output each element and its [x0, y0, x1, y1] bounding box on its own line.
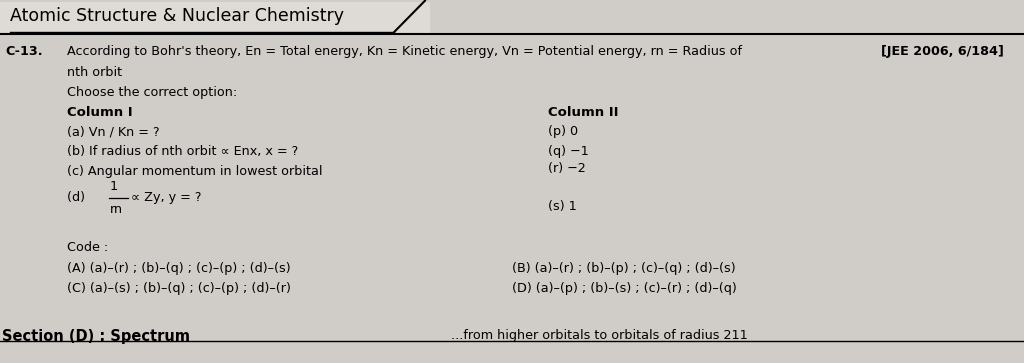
- Text: (C) (a)–(s) ; (b)–(q) ; (c)–(p) ; (d)–(r): (C) (a)–(s) ; (b)–(q) ; (c)–(p) ; (d)–(r…: [67, 282, 291, 295]
- Text: (q) −1: (q) −1: [548, 145, 589, 158]
- Text: (D) (a)–(p) ; (b)–(s) ; (c)–(r) ; (d)–(q): (D) (a)–(p) ; (b)–(s) ; (c)–(r) ; (d)–(q…: [512, 282, 736, 295]
- Text: C-13.: C-13.: [5, 45, 43, 58]
- Text: Column I: Column I: [67, 106, 132, 119]
- Text: [JEE 2006, 6/184]: [JEE 2006, 6/184]: [881, 45, 1004, 58]
- Text: Atomic Structure & Nuclear Chemistry: Atomic Structure & Nuclear Chemistry: [10, 7, 344, 25]
- Text: (d): (d): [67, 191, 88, 204]
- Text: (c) Angular momentum in lowest orbital: (c) Angular momentum in lowest orbital: [67, 165, 323, 178]
- Text: (s) 1: (s) 1: [548, 200, 577, 213]
- Text: ...from higher orbitals to orbitals of radius 211: ...from higher orbitals to orbitals of r…: [451, 329, 748, 342]
- Text: Column II: Column II: [548, 106, 618, 119]
- Text: (a) Vn / Kn = ?: (a) Vn / Kn = ?: [67, 125, 159, 138]
- Text: 1: 1: [110, 180, 118, 193]
- Text: ∝ Zy, y = ?: ∝ Zy, y = ?: [131, 191, 202, 204]
- Text: (p) 0: (p) 0: [548, 125, 578, 138]
- Text: According to Bohr's theory, En = Total energy, Kn = Kinetic energy, Vn = Potenti: According to Bohr's theory, En = Total e…: [67, 45, 741, 58]
- Text: rn: rn: [110, 203, 123, 216]
- Text: (r) −2: (r) −2: [548, 162, 586, 175]
- Text: nth orbit: nth orbit: [67, 66, 122, 79]
- Text: Code :: Code :: [67, 241, 108, 254]
- Text: (A) (a)–(r) ; (b)–(q) ; (c)–(p) ; (d)–(s): (A) (a)–(r) ; (b)–(q) ; (c)–(p) ; (d)–(s…: [67, 262, 290, 275]
- Text: Choose the correct option:: Choose the correct option:: [67, 86, 237, 99]
- FancyBboxPatch shape: [0, 2, 430, 34]
- Text: Section (D) : Spectrum: Section (D) : Spectrum: [2, 329, 190, 343]
- Text: (B) (a)–(r) ; (b)–(p) ; (c)–(q) ; (d)–(s): (B) (a)–(r) ; (b)–(p) ; (c)–(q) ; (d)–(s…: [512, 262, 735, 275]
- Text: (b) If radius of nth orbit ∝ Enx, x = ?: (b) If radius of nth orbit ∝ Enx, x = ?: [67, 145, 298, 158]
